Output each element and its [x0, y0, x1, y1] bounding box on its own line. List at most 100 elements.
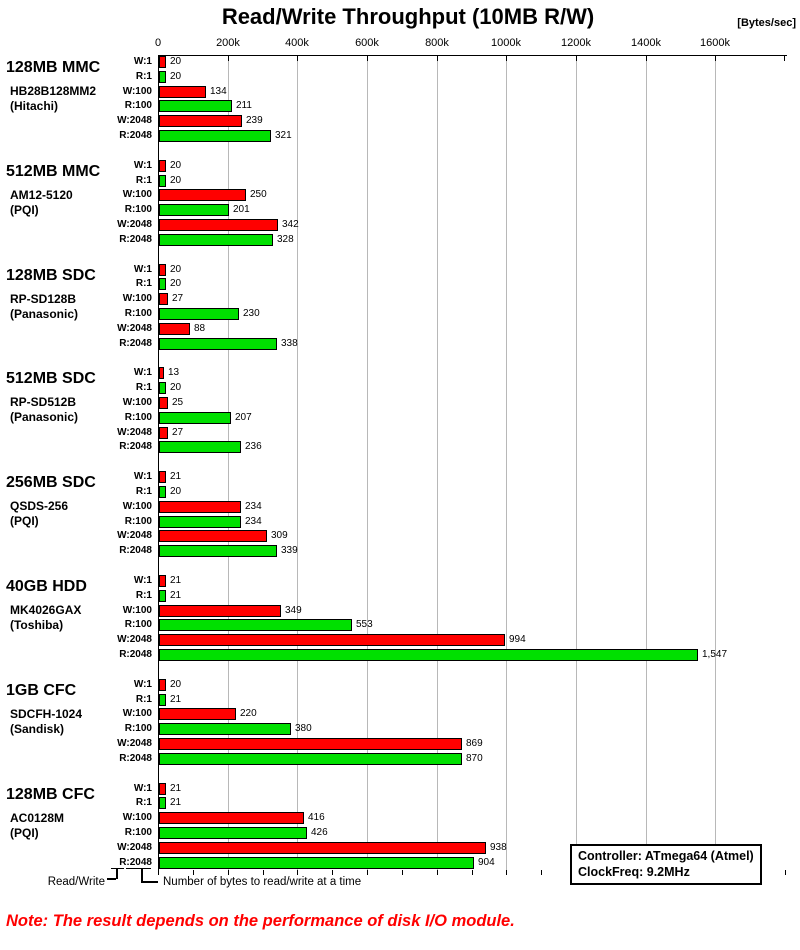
axis-top-tick [297, 56, 298, 61]
gridline-1400k [646, 56, 647, 875]
bar-row-label: W:100 [122, 86, 152, 97]
group-name: 40GB HDD [6, 578, 87, 595]
footnote: Note: The result depends on the performa… [6, 912, 515, 930]
write-bar [159, 575, 166, 587]
read-bar [159, 590, 166, 602]
group-name: 128MB CFC [6, 786, 95, 803]
bar-value-label: 234 [245, 501, 262, 512]
x-tick-label: 1000k [491, 37, 521, 49]
gridline-200k [228, 56, 229, 875]
bar-value-label: 870 [466, 753, 483, 764]
bar-row-label: R:1 [135, 797, 152, 808]
axis-bottom-tick [541, 870, 542, 875]
bar-value-label: 553 [356, 619, 373, 630]
read-bar [159, 486, 166, 498]
group-name: 1GB CFC [6, 682, 77, 699]
controller-info-line1: Controller: ATmega64 (Atmel) [578, 849, 754, 863]
bar-value-label: 342 [282, 219, 299, 230]
bar-row-label: R:1 [135, 278, 152, 289]
bar-row-label: R:2048 [119, 649, 152, 660]
write-bar [159, 56, 166, 68]
bytes-connector-horizontal [141, 881, 158, 883]
write-bar [159, 812, 304, 824]
group-maker: (PQI) [10, 514, 39, 528]
bar-value-label: 20 [170, 56, 182, 67]
bar-value-label: 321 [275, 130, 292, 141]
bar-row-label: W:100 [122, 812, 152, 823]
group-name: 128MB SDC [6, 267, 96, 284]
bar-row-label: W:100 [122, 501, 152, 512]
bar-row-label: W:1 [133, 575, 152, 586]
write-bar [159, 530, 267, 542]
write-bar [159, 160, 166, 172]
bar-value-label: 20 [170, 486, 182, 497]
x-tick-label: 1400k [631, 37, 661, 49]
axis-bottom-tick [228, 870, 229, 875]
axis-top-tick [437, 56, 438, 61]
bar-row-label: R:100 [124, 308, 152, 319]
bar-row-label: W:100 [122, 708, 152, 719]
x-tick-label: 1200k [561, 37, 591, 49]
bar-row-label: W:1 [133, 679, 152, 690]
bar-row-label: R:2048 [119, 234, 152, 245]
group-model: QSDS-256 [10, 499, 69, 513]
controller-info-box: Controller: ATmega64 (Atmel) ClockFreq: … [570, 844, 762, 885]
x-tick-label: 1600k [700, 37, 730, 49]
bar-row-label: R:100 [124, 100, 152, 111]
group-model: AM12-5120 [10, 188, 73, 202]
write-bar [159, 323, 190, 335]
bar-value-label: 1,547 [702, 649, 728, 660]
read-bar [159, 204, 229, 216]
axis-bottom-tick [437, 870, 438, 875]
gridline-1000k [506, 56, 507, 875]
bar-row-label: R:100 [124, 827, 152, 838]
bar-value-label: 20 [170, 264, 182, 275]
bar-value-label: 309 [271, 530, 288, 541]
bar-row-label: W:100 [122, 293, 152, 304]
bar-row-label: R:100 [124, 516, 152, 527]
bar-row-label: W:2048 [117, 219, 152, 230]
read-bar [159, 827, 307, 839]
write-bar [159, 783, 166, 795]
read-bar [159, 516, 241, 528]
gridline-800k [437, 56, 438, 875]
bar-value-label: 20 [170, 679, 182, 690]
group-name: 128MB MMC [6, 59, 101, 76]
bar-value-label: 20 [170, 278, 182, 289]
write-bar [159, 501, 241, 513]
x-tick-label: 600k [355, 37, 379, 49]
x-tick-label: 400k [285, 37, 309, 49]
bar-row-label: W:2048 [117, 634, 152, 645]
rw-connector-vertical [116, 869, 118, 879]
bar-row-label: W:100 [122, 189, 152, 200]
bar-value-label: 20 [170, 382, 182, 393]
bar-value-label: 426 [311, 827, 328, 838]
read-bar [159, 857, 474, 869]
bar-value-label: 416 [308, 812, 325, 823]
axis-bottom-tick [193, 870, 194, 875]
group-maker: (Toshiba) [10, 618, 64, 632]
axis-top-tick [576, 56, 577, 61]
bar-row-label: W:1 [133, 783, 152, 794]
bar-value-label: 211 [236, 100, 252, 111]
bar-value-label: 20 [170, 175, 182, 186]
bar-row-label: W:1 [133, 367, 152, 378]
gridline-1200k [576, 56, 577, 875]
bar-value-label: 20 [170, 71, 182, 82]
bar-value-label: 21 [170, 590, 182, 601]
underline-rw-part [111, 868, 124, 869]
bar-value-label: 239 [246, 115, 263, 126]
bar-value-label: 134 [210, 86, 227, 97]
bar-row-label: R:2048 [119, 441, 152, 452]
axis-bottom-tick [332, 870, 333, 875]
read-bar [159, 753, 462, 765]
write-bar [159, 427, 168, 439]
write-bar [159, 842, 486, 854]
bar-row-label: W:2048 [117, 115, 152, 126]
bar-value-label: 234 [245, 516, 262, 527]
bar-row-label: R:2048 [119, 338, 152, 349]
bar-row-label: W:1 [133, 160, 152, 171]
bar-row-label: W:2048 [117, 738, 152, 749]
axis-top-tick [715, 56, 716, 61]
underline-bytes-part [126, 868, 151, 869]
